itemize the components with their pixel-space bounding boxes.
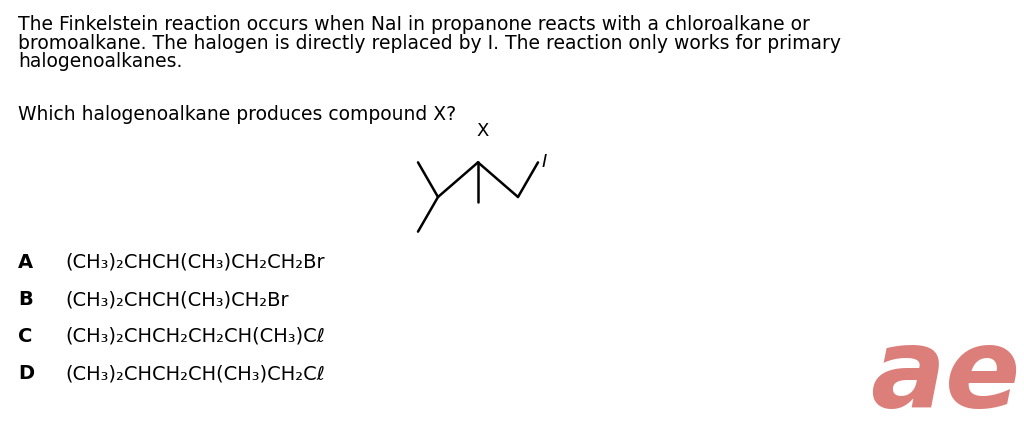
Text: (CH₃)₂CHCH₂CH₂CH(CH₃)Cℓ: (CH₃)₂CHCH₂CH₂CH(CH₃)Cℓ xyxy=(65,327,325,346)
Text: C: C xyxy=(18,327,33,346)
Text: ae: ae xyxy=(869,323,1020,425)
Text: (CH₃)₂CHCH(CH₃)CH₂CH₂Br: (CH₃)₂CHCH(CH₃)CH₂CH₂Br xyxy=(65,253,325,272)
Text: (CH₃)₂CHCH(CH₃)CH₂Br: (CH₃)₂CHCH(CH₃)CH₂Br xyxy=(65,290,289,309)
Text: The Finkelstein reaction occurs when NaI in propanone reacts with a chloroalkane: The Finkelstein reaction occurs when NaI… xyxy=(18,15,810,34)
Text: halogenoalkanes.: halogenoalkanes. xyxy=(18,52,182,71)
Text: bromoalkane. The halogen is directly replaced by I. The reaction only works for : bromoalkane. The halogen is directly rep… xyxy=(18,34,841,53)
Text: (CH₃)₂CHCH₂CH(CH₃)CH₂Cℓ: (CH₃)₂CHCH₂CH(CH₃)CH₂Cℓ xyxy=(65,364,325,383)
Text: Which halogenoalkane produces compound X?: Which halogenoalkane produces compound X… xyxy=(18,105,456,124)
Text: A: A xyxy=(18,253,33,272)
Text: I: I xyxy=(542,153,547,171)
Text: D: D xyxy=(18,364,34,383)
Text: X: X xyxy=(477,122,489,140)
Text: B: B xyxy=(18,290,33,309)
